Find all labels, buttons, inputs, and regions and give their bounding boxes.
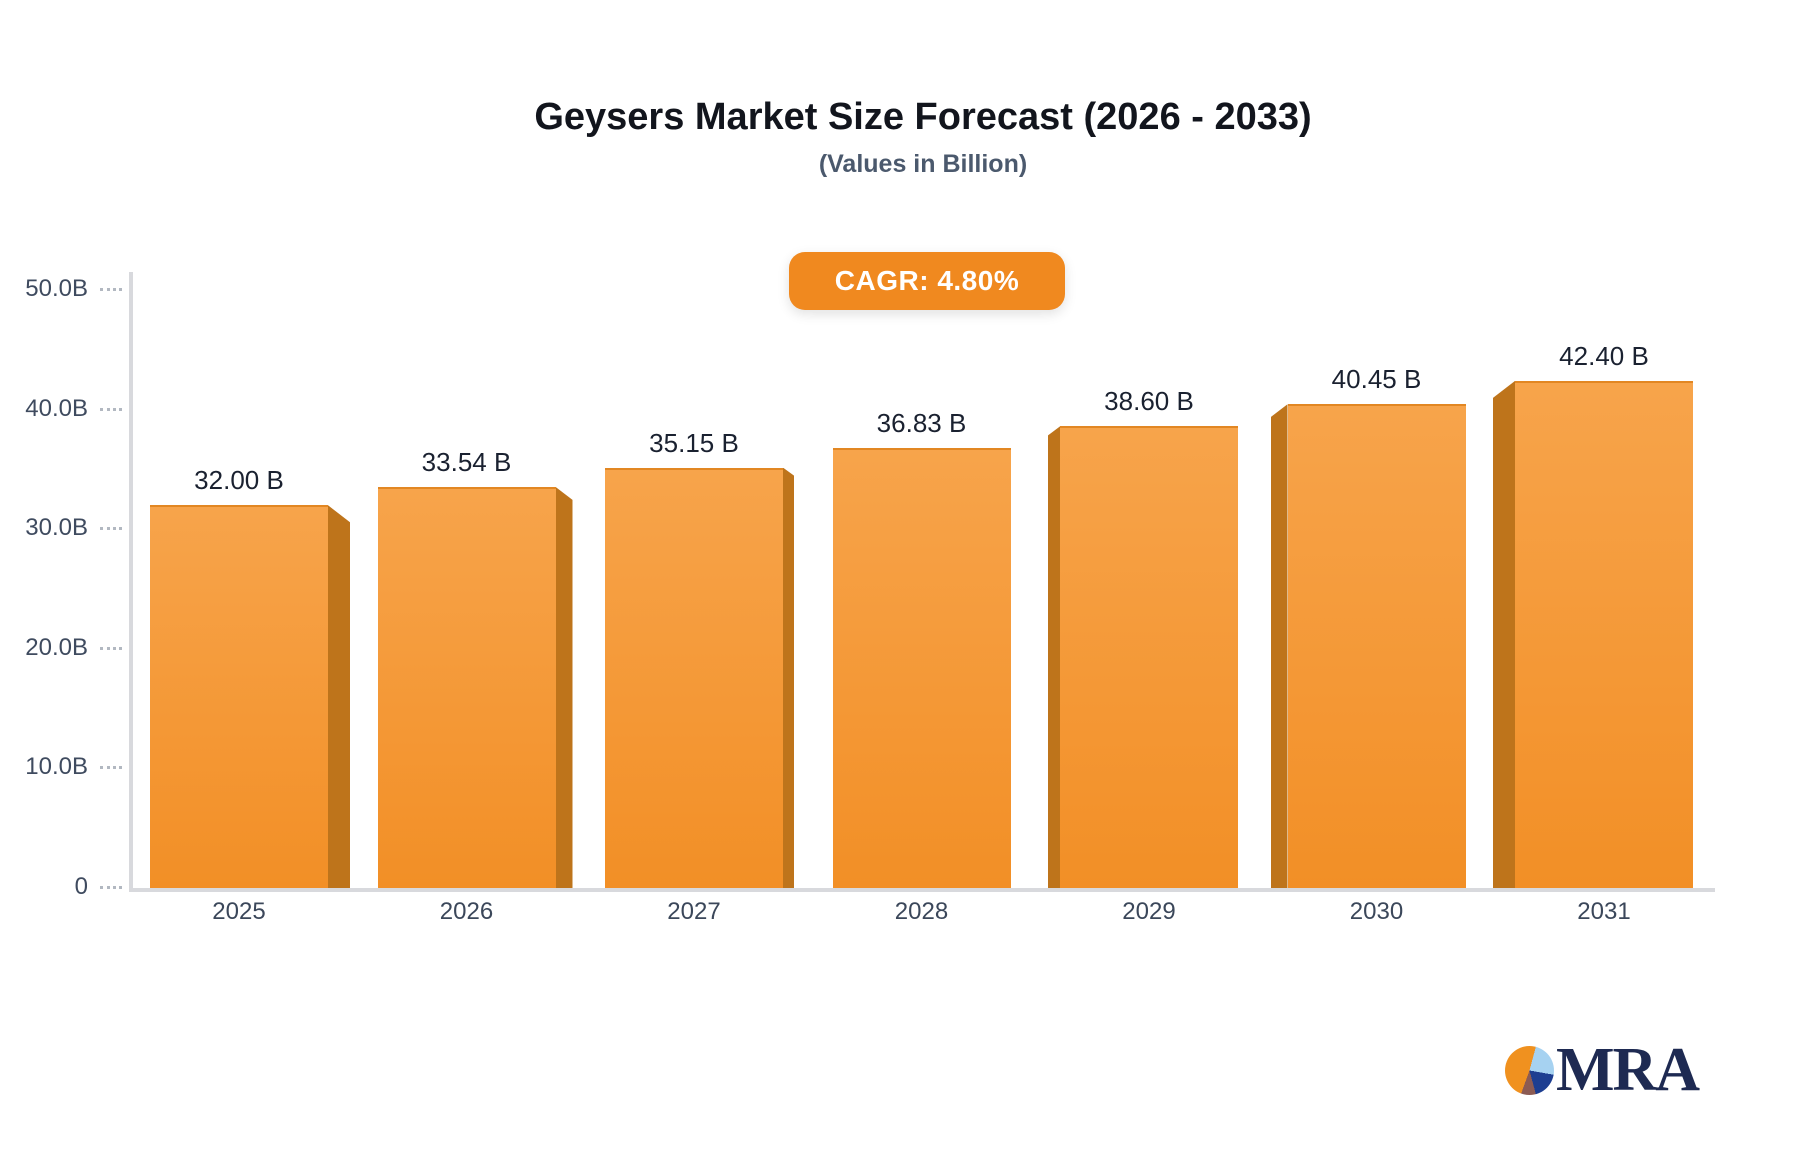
y-tick-label: 40.0B [25,394,88,422]
bar-side-face [783,467,794,888]
y-tick-label: 50.0B [25,275,88,302]
y-tick-label: 20.0B [25,633,88,661]
bar-2025 [150,505,350,888]
bar-2027 [605,467,794,888]
bar-value-label: 35.15 B [649,427,739,458]
bar-face [832,447,1011,888]
y-axis-line [129,272,133,891]
bar-face [150,505,328,888]
y-tick-mark [100,407,122,411]
x-tick-label-2029: 2029 [1122,898,1176,925]
bar-side-face [1048,426,1060,888]
bar-face [1515,380,1693,888]
bar-2028 [832,447,1011,888]
x-tick-label-2027: 2027 [667,898,721,925]
bar-face [605,467,783,888]
chart-title: Geysers Market Size Forecast (2026 - 203… [534,96,1312,138]
x-tick-label-2025: 2025 [212,898,266,925]
bar-value-label: 33.54 B [421,446,512,477]
x-tick-label-2030: 2030 [1349,898,1404,925]
bar-side-face [555,486,573,888]
y-tick-label: 0 [74,873,88,900]
bar-2030 [1270,404,1466,888]
x-axis-line [129,888,1715,892]
cagr-badge-text: CAGR: 4.80% [834,265,1020,296]
bar-face [377,486,556,888]
bar-value-label: 42.40 B [1559,340,1649,371]
bar-2029 [1048,426,1238,888]
x-tick-label-2028: 2028 [894,898,949,925]
bar-value-label: 32.00 B [194,465,284,496]
y-tick-mark [100,527,122,531]
bar-value-label: 36.83 B [876,407,967,438]
y-tick-label: 10.0B [25,753,88,781]
mra-logo: MRA [1505,1030,1700,1110]
mra-logo-text: MRA [1556,1036,1700,1104]
y-tick-mark [100,766,122,770]
chart-subtitle: (Values in Billion) [818,150,1028,178]
bar-2031 [1493,380,1693,888]
bar-2026 [377,486,573,888]
bar-face [1060,426,1238,888]
x-tick-label-2031: 2031 [1577,898,1631,925]
bar-side-face [1493,380,1515,888]
bar-side-face [1270,404,1288,888]
y-tick-mark [100,886,122,889]
bar-side-face [328,505,350,888]
y-tick-mark [100,646,122,650]
y-tick-mark [100,288,122,291]
pie-chart-icon [1505,1045,1554,1095]
cagr-badge: CAGR: 4.80% [789,252,1065,310]
x-tick-label-2026: 2026 [439,898,494,925]
bar-value-label: 38.60 B [1104,386,1194,417]
y-tick-label: 30.0B [25,514,88,542]
bar-face [1287,404,1466,888]
bar-value-label: 40.45 B [1331,364,1422,395]
